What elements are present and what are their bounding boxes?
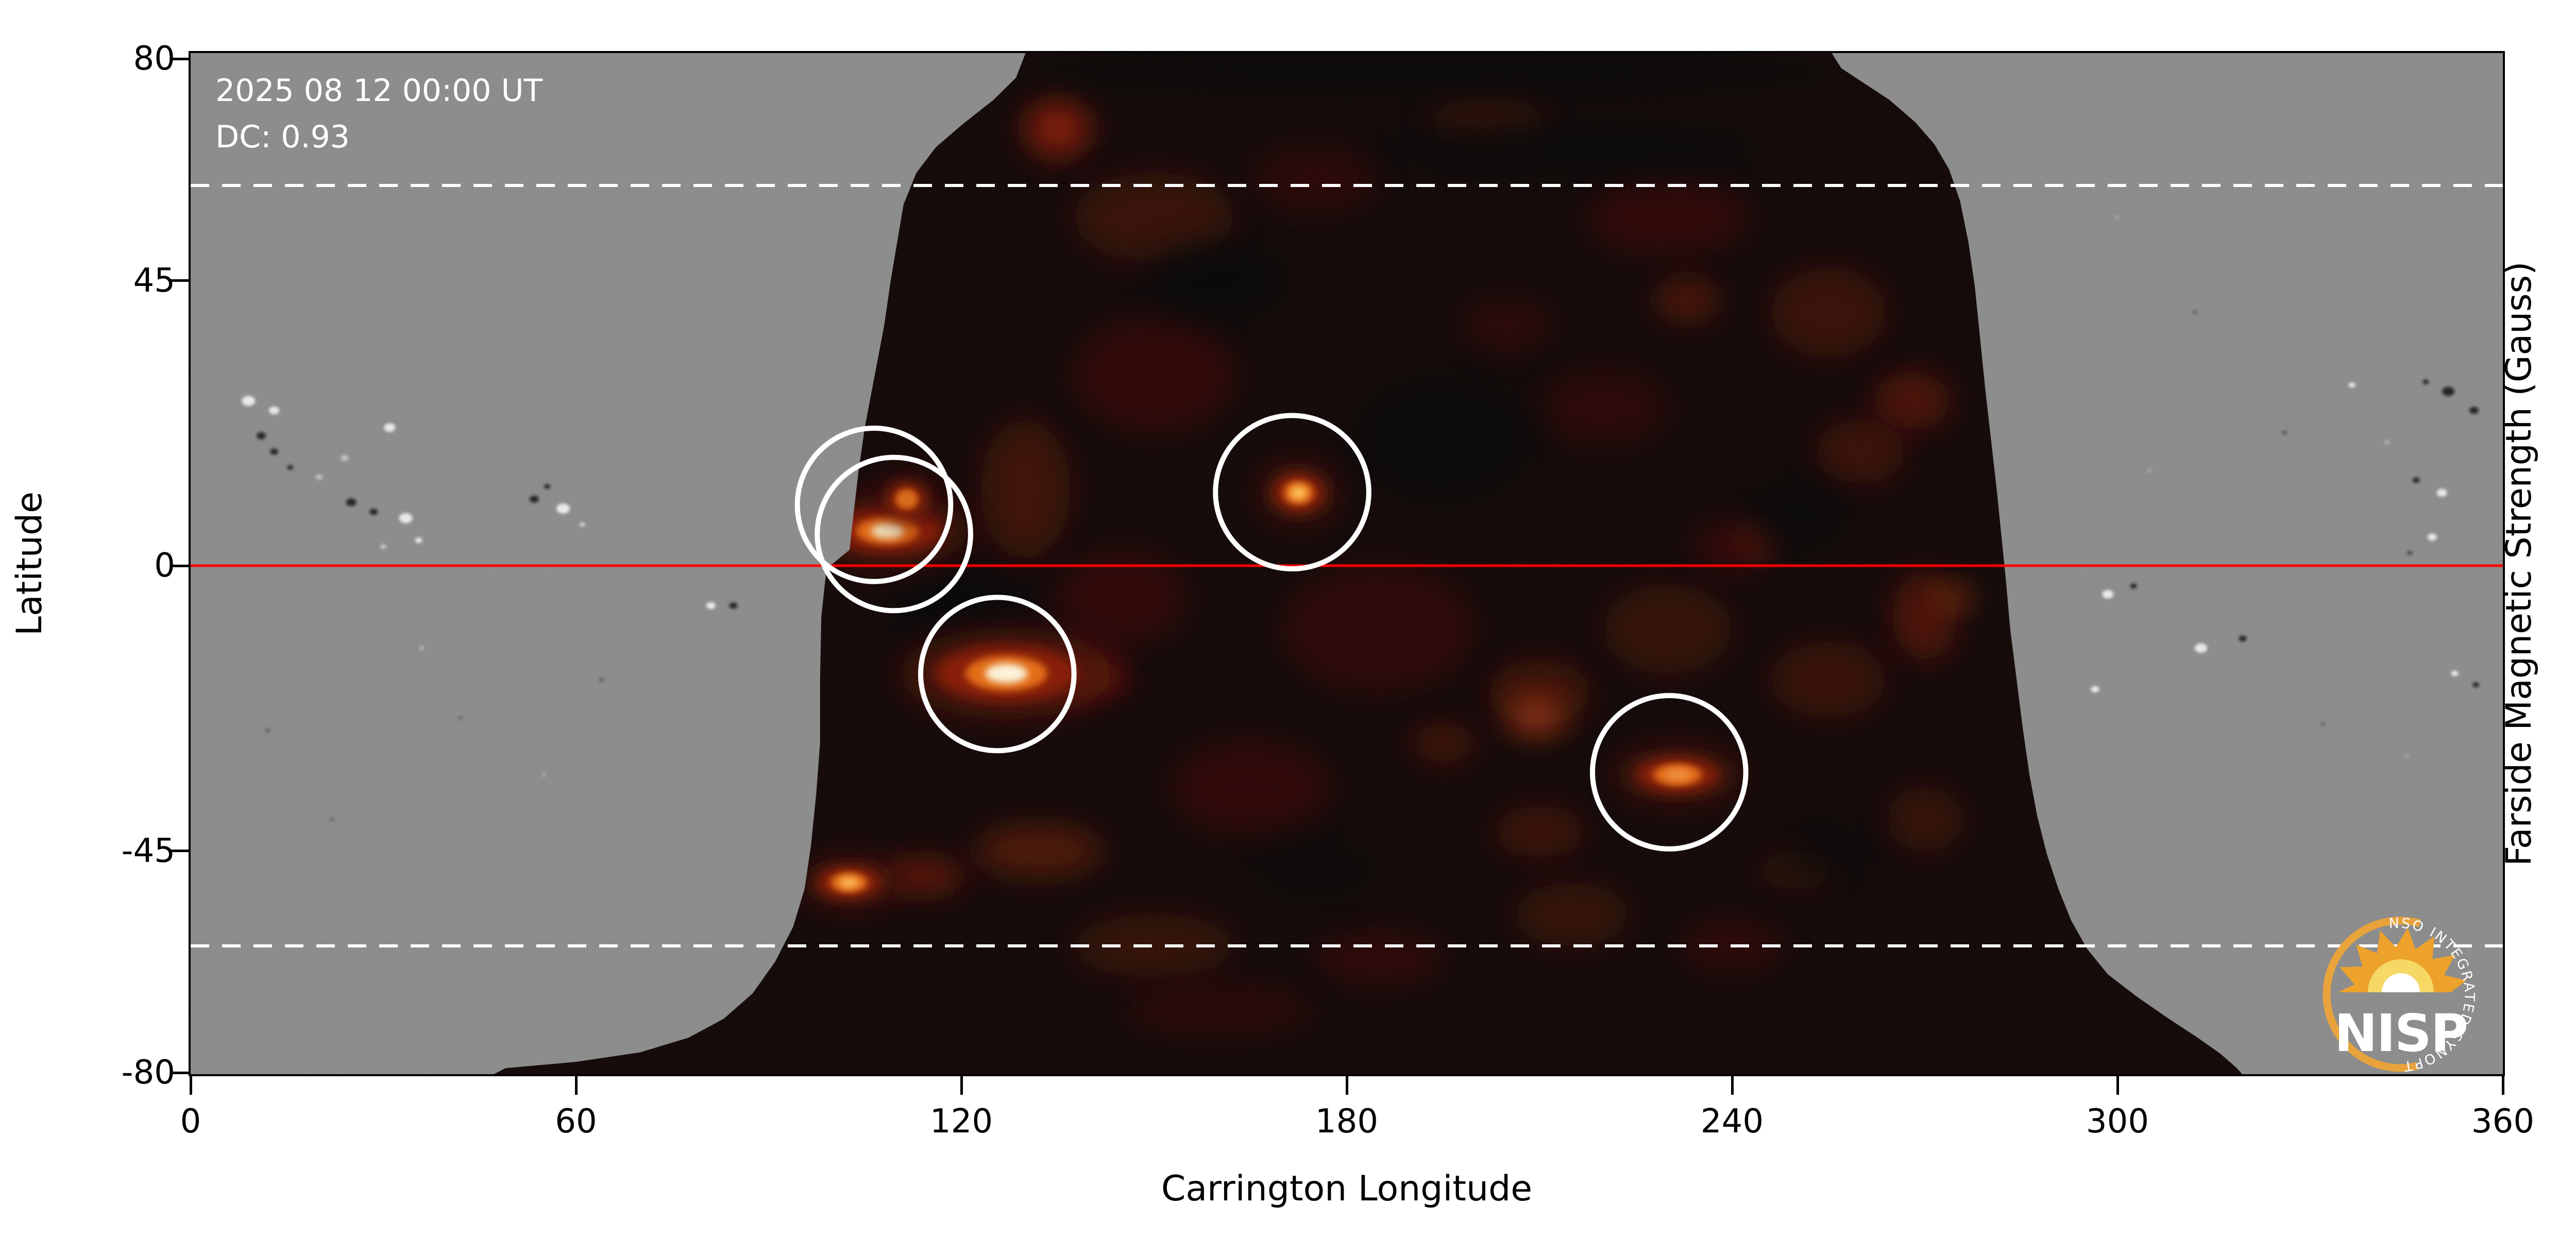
duty-cycle-text: DC: 0.93 bbox=[215, 119, 350, 155]
x-tick-label: 180 bbox=[1315, 1103, 1379, 1141]
y-tick-label: -45 bbox=[121, 832, 175, 870]
timestamp-overlay: 2025 08 12 00:00 UT DC: 0.93 bbox=[215, 67, 543, 160]
active-region-circle bbox=[794, 426, 954, 584]
x-tick-mark bbox=[189, 1076, 192, 1095]
y-tick-mark bbox=[170, 1071, 189, 1074]
x-tick-mark bbox=[574, 1076, 578, 1095]
active-region-circle bbox=[1213, 413, 1371, 572]
y-tick-label: 0 bbox=[154, 547, 175, 585]
y-tick-label: -80 bbox=[121, 1054, 175, 1092]
x-tick-mark bbox=[960, 1076, 963, 1095]
farside-colorbar-label: Farside Magnetic Strength (Gauss) bbox=[2499, 261, 2539, 866]
x-tick-label: 360 bbox=[2471, 1103, 2535, 1141]
logo-ring bbox=[2323, 917, 2421, 1072]
x-tick-mark bbox=[1731, 1076, 1734, 1095]
pixel-grain bbox=[191, 53, 2503, 1074]
y-axis-label: Latitude bbox=[9, 491, 50, 636]
y-tick-mark bbox=[170, 279, 189, 282]
active-region-circle bbox=[918, 595, 1077, 754]
x-tick-label: 0 bbox=[180, 1103, 201, 1141]
logo-sun-dome bbox=[2382, 973, 2420, 992]
active-region-circle bbox=[815, 454, 973, 614]
active-region-circle bbox=[1590, 693, 1749, 852]
x-tick-mark bbox=[2116, 1076, 2119, 1095]
x-tick-label: 240 bbox=[1700, 1103, 1764, 1141]
y-tick-mark bbox=[170, 850, 189, 852]
y-tick-label: 80 bbox=[133, 40, 175, 78]
logo-acronym: NISP bbox=[2334, 1003, 2467, 1063]
x-tick-mark bbox=[2501, 1076, 2504, 1095]
x-tick-label: 60 bbox=[555, 1103, 597, 1141]
timestamp-text: 2025 08 12 00:00 UT bbox=[215, 73, 543, 109]
x-tick-label: 300 bbox=[2086, 1103, 2149, 1141]
y-tick-label: 45 bbox=[133, 261, 175, 300]
x-axis-label: Carrington Longitude bbox=[1161, 1168, 1533, 1209]
y-tick-mark bbox=[170, 57, 189, 60]
x-tick-mark bbox=[1345, 1076, 1348, 1095]
x-tick-label: 120 bbox=[929, 1103, 993, 1141]
y-tick-mark bbox=[170, 564, 189, 567]
